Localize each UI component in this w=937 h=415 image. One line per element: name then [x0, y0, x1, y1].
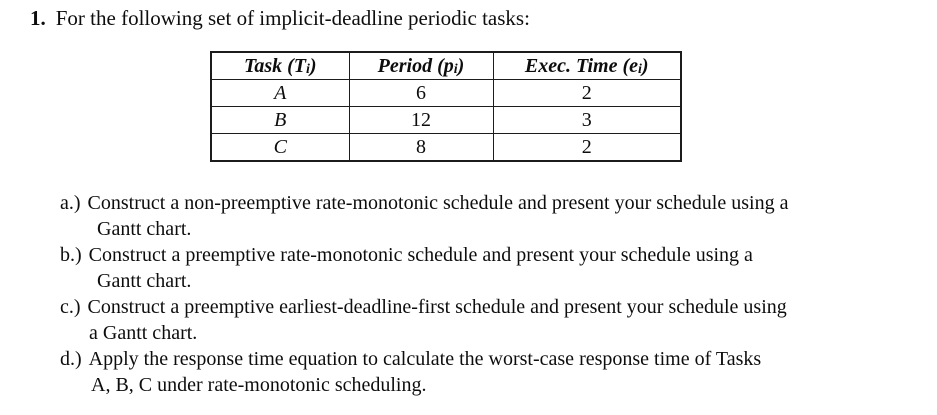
question-item-c: c.) Construct a preemptive earliest-deadl… [60, 294, 920, 320]
cell-period: 8 [348, 133, 494, 162]
table-header-exec-time: Exec. Time (ei) [492, 51, 682, 80]
header-period-text: Period (p [377, 55, 454, 77]
question-label: a.) [60, 192, 81, 214]
question-item-d: d.) Apply the response time equation to c… [60, 346, 920, 372]
table-row: A 6 2 [210, 79, 682, 107]
table-row: C 8 2 [210, 133, 682, 162]
problem-number: 1. [30, 6, 46, 30]
cell-exec-time: 3 [492, 106, 682, 134]
header-exec-close: ) [641, 55, 649, 77]
cell-period: 12 [348, 106, 494, 134]
cell-task-name: C [210, 133, 350, 162]
header-period-subscript: i [453, 62, 458, 77]
question-continuation: Gantt chart. [97, 218, 192, 240]
problem-heading-text: For the following set of implicit-deadli… [55, 6, 530, 30]
question-text: Construct a non-preemptive rate-monotoni… [87, 192, 789, 214]
header-task-text: Task (T [243, 55, 306, 77]
table-header-row: Task (Ti) Period (pi) Exec. Time (ei) [210, 51, 682, 80]
header-exec-subscript: i [638, 62, 642, 77]
header-task-subscript: i [305, 62, 310, 77]
question-continuation: A, B, C under rate-monotonic scheduling. [91, 374, 427, 396]
question-continuation: Gantt chart. [97, 270, 192, 292]
question-label: d.) [60, 348, 82, 370]
question-continuation: a Gantt chart. [89, 322, 198, 344]
question-label: c.) [60, 296, 81, 318]
question-text: Apply the response time equation to calc… [88, 348, 762, 370]
header-task-close: ) [309, 55, 317, 77]
question-label: b.) [60, 244, 82, 266]
question-item-b: b.) Construct a preemptive rate-monotonic… [60, 242, 920, 268]
header-period-close: ) [457, 55, 465, 77]
question-text: Construct a preemptive rate-monotonic sc… [88, 244, 753, 266]
table-header-period: Period (pi) [348, 51, 494, 80]
cell-task-name: B [210, 106, 350, 134]
cell-exec-time: 2 [492, 133, 682, 162]
question-text: Construct a preemptive earliest-deadline… [87, 296, 787, 318]
question-list: a.) Construct a non-preemptive rate-monot… [60, 190, 920, 398]
cell-period: 6 [348, 79, 494, 107]
table-row: B 12 3 [210, 106, 682, 134]
table-header-task: Task (Ti) [210, 51, 350, 80]
question-item-a: a.) Construct a non-preemptive rate-monot… [60, 190, 920, 216]
header-exec-text: Exec. Time (e [524, 55, 639, 77]
task-table: Task (Ti) Period (pi) Exec. Time (ei) A … [210, 51, 682, 162]
cell-task-name: A [210, 79, 350, 107]
cell-exec-time: 2 [492, 79, 682, 107]
problem-heading: 1. For the following set of implicit-dead… [30, 6, 530, 31]
